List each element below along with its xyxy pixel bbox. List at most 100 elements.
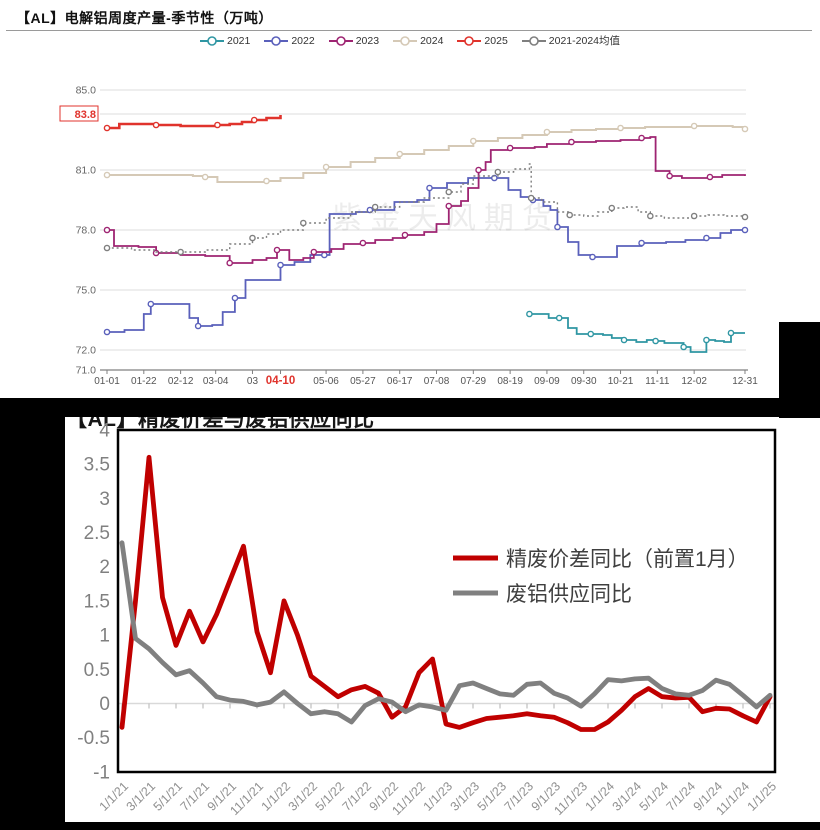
legend-marker-icon <box>393 35 418 46</box>
series-marker <box>103 244 111 252</box>
series-marker <box>273 246 281 254</box>
title-divider <box>6 30 812 31</box>
series-marker <box>741 213 749 221</box>
series-marker <box>103 124 111 132</box>
series-marker <box>690 122 698 130</box>
y-axis-label: 2 <box>99 557 110 578</box>
x-axis-label: 09-30 <box>571 376 597 387</box>
series-marker <box>741 125 749 133</box>
x-axis-label: 3/1/21 <box>124 779 159 814</box>
x-axis-label: 5/1/24 <box>637 779 672 814</box>
series-marker <box>401 231 409 239</box>
background-black-left <box>0 398 65 830</box>
legend-item-2021-2024均值: 2021-2024均值 <box>521 33 620 48</box>
series-marker <box>680 343 687 351</box>
y-axis-label: 0 <box>99 694 110 715</box>
series-marker <box>152 249 160 257</box>
y-axis-label: 75.0 <box>76 285 97 297</box>
series-marker <box>690 212 698 220</box>
series-marker <box>249 234 256 242</box>
series-marker <box>201 173 209 181</box>
x-axis-label: 3/1/24 <box>610 779 645 814</box>
series-marker <box>589 253 596 261</box>
legend-marker-icon <box>457 35 482 46</box>
y-axis-label: 1.5 <box>84 591 110 612</box>
x-axis-label: 05-06 <box>313 376 339 387</box>
x-axis-label: 12-31 <box>732 376 758 387</box>
x-axis-label: 1/1/21 <box>97 779 132 814</box>
series-marker <box>359 239 367 247</box>
x-axis-label: 03-04 <box>203 376 229 387</box>
series-marker <box>608 204 616 212</box>
series-marker <box>147 300 155 308</box>
x-axis-label: 01-22 <box>131 376 157 387</box>
top-chart-legend: 2021 2022 2023 2024 2025 2021-2024均值 <box>0 33 820 48</box>
series-marker <box>727 329 735 337</box>
plot-border <box>116 428 777 774</box>
x-axis-label: 7/1/21 <box>178 779 213 814</box>
top-chart-panel: 【AL】电解铝周度产量-季节性（万吨） 2021 2022 2023 2024 2025… <box>0 0 820 398</box>
y-axis-current-label: 83.8 <box>75 109 96 121</box>
y-axis-label: 71.0 <box>76 365 97 377</box>
series-marker <box>526 310 533 318</box>
series-marker <box>666 172 673 180</box>
series-marker <box>231 294 239 302</box>
series-marker <box>527 194 535 202</box>
y-axis-label: 4 <box>99 420 110 441</box>
y-axis-label: 3.5 <box>84 455 110 476</box>
legend-label: 2023 <box>355 34 380 47</box>
series-line-废铝供应同比 <box>119 540 773 725</box>
x-axis-label: 03 <box>247 376 259 387</box>
background-black-band <box>0 398 820 417</box>
x-axis-label: 1/1/22 <box>259 779 294 814</box>
x-axis-label: 7/1/24 <box>664 779 699 814</box>
series-marker <box>647 212 654 220</box>
series-marker <box>103 226 111 234</box>
series-marker <box>194 322 202 330</box>
series-marker <box>214 121 221 129</box>
series-marker <box>638 134 645 142</box>
series-marker <box>617 124 624 132</box>
series-marker <box>470 137 477 145</box>
x-axis-label: 7/1/22 <box>340 779 375 814</box>
legend-item-2025: 2025 <box>457 35 508 47</box>
x-axis-label: 06-17 <box>387 376 413 387</box>
series-marker <box>277 261 284 269</box>
series-line-2021 <box>529 313 745 353</box>
x-axis-label: 5/1/21 <box>151 779 186 814</box>
legend-marker-icon <box>264 35 289 46</box>
series-marker <box>506 144 514 152</box>
x-axis-label: 3/1/22 <box>286 779 321 814</box>
series-marker <box>620 336 628 344</box>
y-axis-label: -0.5 <box>77 728 110 749</box>
series-marker <box>703 234 710 242</box>
legend-marker-icon <box>199 35 224 46</box>
legend-marker-icon <box>521 35 546 46</box>
series-line-精废价差同比（前置1月） <box>119 454 773 732</box>
series-marker <box>177 248 184 256</box>
series-marker <box>706 173 714 181</box>
legend-label: 2021 <box>226 34 251 47</box>
series-marker <box>103 328 111 336</box>
background-black-bottom <box>0 822 820 830</box>
y-axis-label: 81.0 <box>76 165 97 177</box>
series-marker <box>103 171 111 179</box>
x-axis-label: 11-11 <box>645 376 670 387</box>
x-axis-label: 5/1/23 <box>475 779 510 814</box>
y-axis-label: 3 <box>99 489 110 510</box>
x-axis-label: 1/1/24 <box>583 779 618 814</box>
series-marker <box>263 177 270 185</box>
legend-label: 精废价差同比（前置1月） <box>506 548 749 571</box>
series-marker <box>638 239 645 247</box>
series-marker <box>555 314 563 322</box>
x-axis-label: 10-21 <box>608 376 634 387</box>
legend-label: 2022 <box>291 34 315 47</box>
series-marker <box>250 116 258 124</box>
legend-item-2021: 2021 <box>199 34 251 47</box>
bottom-chart-plot: 43.532.521.510.50-0.5-11/1/213/1/215/1/2… <box>77 420 779 818</box>
series-marker <box>475 166 482 174</box>
series-marker <box>587 330 595 338</box>
x-axis-label: 1/1/23 <box>421 779 456 814</box>
series-marker <box>300 219 307 227</box>
